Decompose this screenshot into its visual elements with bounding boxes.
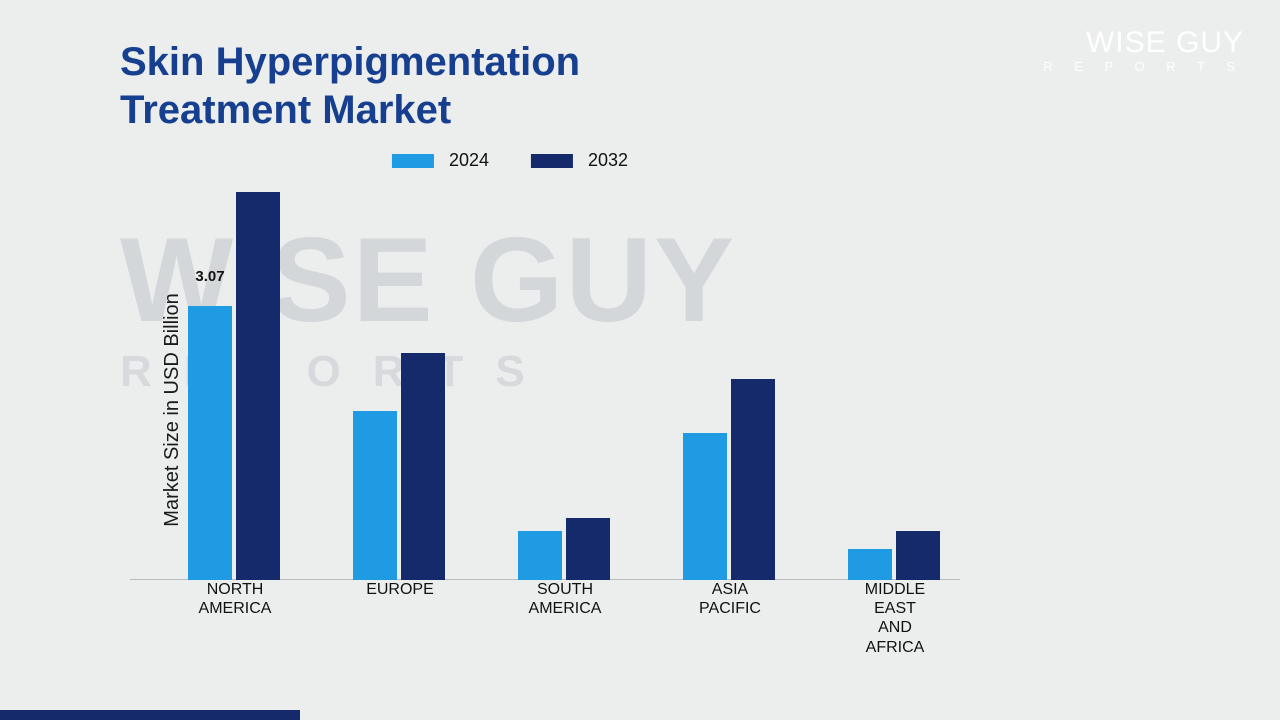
x-label: ASIA PACIFIC bbox=[665, 580, 795, 618]
legend-label-2032: 2032 bbox=[588, 150, 628, 170]
brand-band: WISE GUY R E P O R T S bbox=[960, 0, 1280, 720]
legend-swatch-2032 bbox=[531, 154, 573, 168]
bar bbox=[848, 549, 892, 580]
x-axis-labels: NORTH AMERICA EUROPE SOUTH AMERICA ASIA PAC… bbox=[130, 580, 960, 670]
legend-item-2032: 2032 bbox=[531, 150, 628, 171]
bar-chart: Market Size in USD Billion 2024 2032 3.0… bbox=[60, 150, 960, 670]
bar bbox=[731, 379, 775, 580]
legend: 2024 2032 bbox=[392, 150, 628, 171]
x-label: SOUTH AMERICA bbox=[500, 580, 630, 618]
legend-label-2024: 2024 bbox=[449, 150, 489, 170]
bar bbox=[188, 306, 232, 580]
x-label: MIDDLE EAST AND AFRICA bbox=[830, 580, 960, 657]
chart-title: Skin Hyperpigmentation Treatment Market bbox=[120, 38, 760, 134]
bar bbox=[896, 531, 940, 580]
bar bbox=[236, 192, 280, 580]
brand-logo: WISE GUY R E P O R T S bbox=[1043, 28, 1244, 73]
x-label: EUROPE bbox=[335, 580, 465, 599]
bar bbox=[401, 353, 445, 580]
bar bbox=[683, 433, 727, 580]
x-label: NORTH AMERICA bbox=[170, 580, 300, 618]
value-label: 3.07 bbox=[195, 268, 224, 285]
brand-sub: R E P O R T S bbox=[1043, 60, 1244, 73]
page-canvas: WISE GUY R E P O R T S Skin Hyperpigment… bbox=[0, 0, 1280, 720]
footer-rule bbox=[0, 710, 300, 720]
bar bbox=[566, 518, 610, 580]
legend-item-2024: 2024 bbox=[392, 150, 489, 171]
bar bbox=[353, 411, 397, 580]
plot-area: 3.07 bbox=[130, 170, 960, 580]
legend-swatch-2024 bbox=[392, 154, 434, 168]
brand-name: WISE GUY bbox=[1043, 28, 1244, 58]
bar bbox=[518, 531, 562, 580]
